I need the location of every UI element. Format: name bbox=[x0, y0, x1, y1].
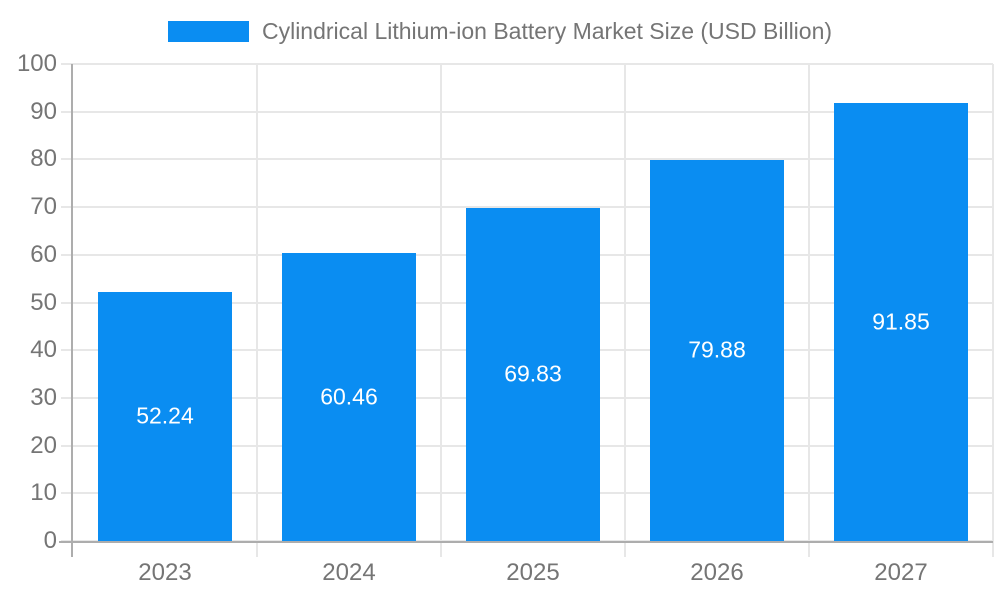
y-axis-label: 20 bbox=[30, 431, 57, 459]
y-axis-label: 30 bbox=[30, 383, 57, 411]
v-gridline bbox=[440, 64, 442, 557]
bar-value-label: 60.46 bbox=[320, 383, 378, 410]
bar[interactable]: 52.24 bbox=[98, 291, 232, 541]
bar[interactable]: 91.85 bbox=[834, 102, 968, 541]
bar[interactable]: 69.83 bbox=[466, 207, 600, 541]
bar-value-label: 91.85 bbox=[872, 308, 930, 335]
x-axis-label: 2024 bbox=[322, 559, 376, 586]
x-axis-label: 2027 bbox=[874, 559, 928, 586]
x-axis-line bbox=[59, 541, 993, 543]
y-axis-label: 40 bbox=[30, 336, 57, 364]
plot-area: 0 10 20 30 40 50 60 70 80 90 100 52.24 2023 60.46 2024… bbox=[17, 52, 994, 586]
v-gridline bbox=[256, 64, 258, 557]
y-axis-label: 90 bbox=[30, 97, 57, 125]
legend-label: Cylindrical Lithium-ion Battery Market S… bbox=[261, 18, 833, 44]
v-gridline bbox=[808, 64, 810, 557]
bar-value-label: 52.24 bbox=[136, 402, 194, 429]
legend-swatch bbox=[167, 20, 249, 42]
h-gridline bbox=[61, 110, 993, 113]
y-axis-label: 50 bbox=[30, 288, 57, 316]
v-gridline bbox=[624, 64, 626, 557]
y-axis-label: 80 bbox=[30, 145, 57, 173]
chart-legend: Cylindrical Lithium-ion Battery Market S… bbox=[0, 12, 1000, 50]
v-gridline bbox=[992, 64, 994, 557]
x-axis-label: 2025 bbox=[506, 559, 560, 586]
y-axis-label: 100 bbox=[16, 50, 57, 77]
h-gridline bbox=[61, 158, 993, 161]
bar[interactable]: 60.46 bbox=[282, 252, 416, 541]
y-axis-label: 0 bbox=[43, 527, 57, 554]
y-axis-label: 60 bbox=[30, 240, 57, 268]
y-axis-label: 70 bbox=[30, 193, 57, 221]
y-axis-line bbox=[71, 64, 73, 557]
bar[interactable]: 79.88 bbox=[650, 159, 784, 541]
x-axis-label: 2023 bbox=[138, 559, 192, 586]
bar-value-label: 69.83 bbox=[504, 360, 562, 387]
h-gridline bbox=[61, 63, 993, 65]
bar-value-label: 79.88 bbox=[688, 336, 746, 363]
y-axis-label: 10 bbox=[30, 479, 57, 507]
h-gridline bbox=[61, 206, 993, 209]
legend-item[interactable]: Cylindrical Lithium-ion Battery Market S… bbox=[167, 18, 833, 44]
x-axis-label: 2026 bbox=[690, 559, 744, 586]
